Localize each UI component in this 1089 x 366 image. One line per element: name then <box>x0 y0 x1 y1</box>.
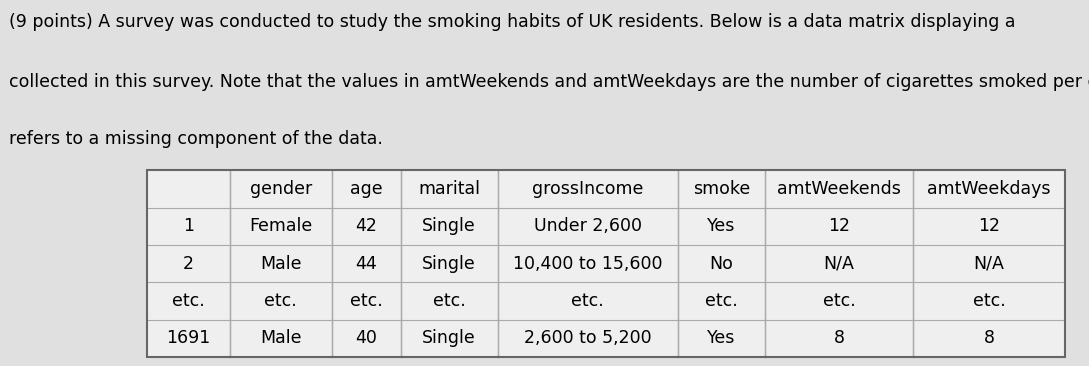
Text: Male: Male <box>260 254 302 273</box>
Text: 12: 12 <box>828 217 851 235</box>
Text: Single: Single <box>423 217 476 235</box>
Text: etc.: etc. <box>172 292 205 310</box>
Text: Yes: Yes <box>707 217 735 235</box>
Text: amtWeekdays: amtWeekdays <box>927 180 1051 198</box>
Text: Yes: Yes <box>707 329 735 347</box>
Text: amtWeekends: amtWeekends <box>778 180 901 198</box>
Text: N/A: N/A <box>823 254 855 273</box>
Text: 2,600 to 5,200: 2,600 to 5,200 <box>524 329 651 347</box>
Text: collected in this survey. Note that the values in amtWeekends and amtWeekdays ar: collected in this survey. Note that the … <box>9 73 1089 91</box>
Text: etc.: etc. <box>265 292 297 310</box>
Text: grossIncome: grossIncome <box>531 180 644 198</box>
Text: etc.: etc. <box>705 292 737 310</box>
Text: 40: 40 <box>355 329 377 347</box>
Text: 1691: 1691 <box>167 329 210 347</box>
Text: marital: marital <box>418 180 480 198</box>
Text: 8: 8 <box>833 329 844 347</box>
Text: 8: 8 <box>983 329 994 347</box>
Text: Single: Single <box>423 254 476 273</box>
Text: 2: 2 <box>183 254 194 273</box>
Text: age: age <box>350 180 382 198</box>
Text: etc.: etc. <box>822 292 855 310</box>
Text: etc.: etc. <box>432 292 466 310</box>
Text: 42: 42 <box>355 217 377 235</box>
Text: etc.: etc. <box>572 292 604 310</box>
Text: 1: 1 <box>183 217 194 235</box>
Text: Single: Single <box>423 329 476 347</box>
Text: gender: gender <box>249 180 311 198</box>
Text: (9 points) A survey was conducted to study the smoking habits of UK residents. B: (9 points) A survey was conducted to stu… <box>9 13 1020 31</box>
Text: Male: Male <box>260 329 302 347</box>
Text: Under 2,600: Under 2,600 <box>534 217 641 235</box>
Text: N/A: N/A <box>974 254 1004 273</box>
Text: Female: Female <box>249 217 313 235</box>
Text: smoke: smoke <box>693 180 750 198</box>
Text: 10,400 to 15,600: 10,400 to 15,600 <box>513 254 662 273</box>
Text: 12: 12 <box>978 217 1000 235</box>
Text: etc.: etc. <box>972 292 1005 310</box>
Text: 44: 44 <box>355 254 377 273</box>
Bar <box>147 170 1065 357</box>
Text: etc.: etc. <box>350 292 382 310</box>
Text: refers to a missing component of the data.: refers to a missing component of the dat… <box>9 130 382 148</box>
Text: No: No <box>709 254 733 273</box>
Bar <box>147 170 1065 357</box>
